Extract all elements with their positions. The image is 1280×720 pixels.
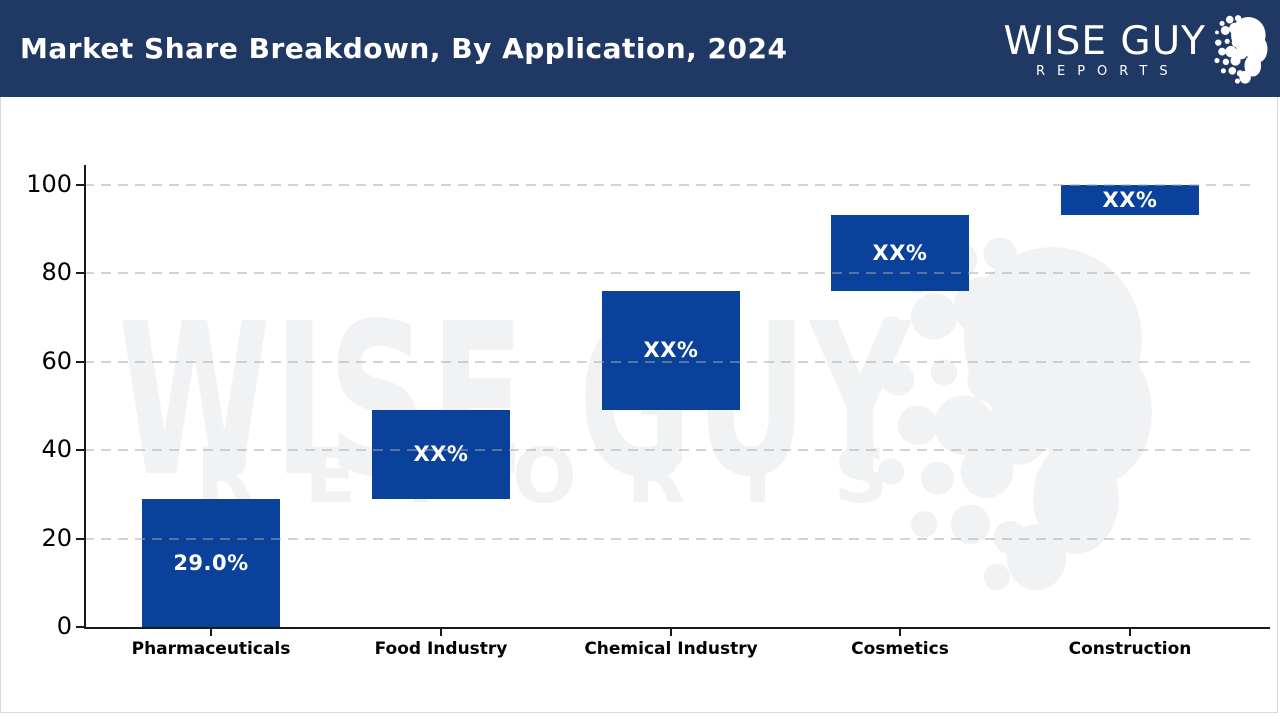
bar-cosmetics: XX% bbox=[831, 215, 969, 291]
y-tick-label-40: 40 bbox=[41, 435, 72, 463]
y-axis-line bbox=[84, 165, 86, 628]
y-tick-label-0: 0 bbox=[56, 612, 72, 640]
bar-food-industry: XX% bbox=[372, 410, 510, 499]
y-tick-label-20: 20 bbox=[41, 523, 72, 552]
bar-value-label: XX% bbox=[872, 241, 928, 266]
watermark-wordmark: WISE GUY bbox=[118, 278, 914, 523]
bar-value-label: XX% bbox=[643, 338, 699, 363]
x-tick-mark-4 bbox=[899, 629, 901, 636]
wise-guy-logo: WISE GUY REPORTS bbox=[1004, 6, 1272, 94]
category-label-food-industry: Food Industry bbox=[374, 639, 508, 659]
x-tick-mark-3 bbox=[670, 629, 672, 636]
category-label-chemical-industry: Chemical Industry bbox=[584, 639, 758, 659]
category-label-cosmetics: Cosmetics bbox=[851, 639, 949, 659]
x-tick-mark-5 bbox=[1129, 629, 1131, 636]
category-label-construction: Construction bbox=[1068, 639, 1192, 659]
watermark-subtitle: REPORTS bbox=[196, 431, 939, 520]
bar-pharmaceuticals: 29.0% bbox=[142, 498, 280, 627]
y-tick-mark-20 bbox=[76, 537, 84, 540]
chart-title: Market Share Breakdown, By Application, … bbox=[20, 32, 788, 65]
logo-subtitle: REPORTS bbox=[1035, 63, 1180, 79]
category-label-pharmaceuticals: Pharmaceuticals bbox=[131, 639, 291, 659]
header-bar: Market Share Breakdown, By Application, … bbox=[0, 0, 1280, 97]
logo-wordmark: WISE GUY bbox=[1003, 18, 1206, 64]
y-tick-label-80: 80 bbox=[41, 258, 72, 286]
y-tick-label-60: 60 bbox=[41, 346, 72, 375]
y-tick-mark-40 bbox=[76, 449, 84, 451]
bar-value-label: XX% bbox=[1102, 187, 1158, 212]
x-tick-mark-1 bbox=[210, 629, 212, 636]
x-tick-mark-2 bbox=[440, 629, 442, 636]
bar-construction: XX% bbox=[1061, 184, 1199, 216]
y-tick-mark-60 bbox=[76, 360, 84, 363]
bar-value-label: XX% bbox=[413, 442, 469, 467]
y-tick-label-100: 100 bbox=[26, 169, 72, 198]
logo-text: WISE GUY REPORTS bbox=[1004, 22, 1206, 79]
y-tick-mark-0 bbox=[76, 626, 84, 628]
bar-value-label: 29.0% bbox=[173, 550, 249, 575]
y-tick-mark-80 bbox=[76, 272, 84, 274]
bar-chemical-industry: XX% bbox=[602, 290, 740, 411]
y-tick-mark-100 bbox=[76, 183, 84, 186]
x-axis-line bbox=[84, 627, 1270, 629]
